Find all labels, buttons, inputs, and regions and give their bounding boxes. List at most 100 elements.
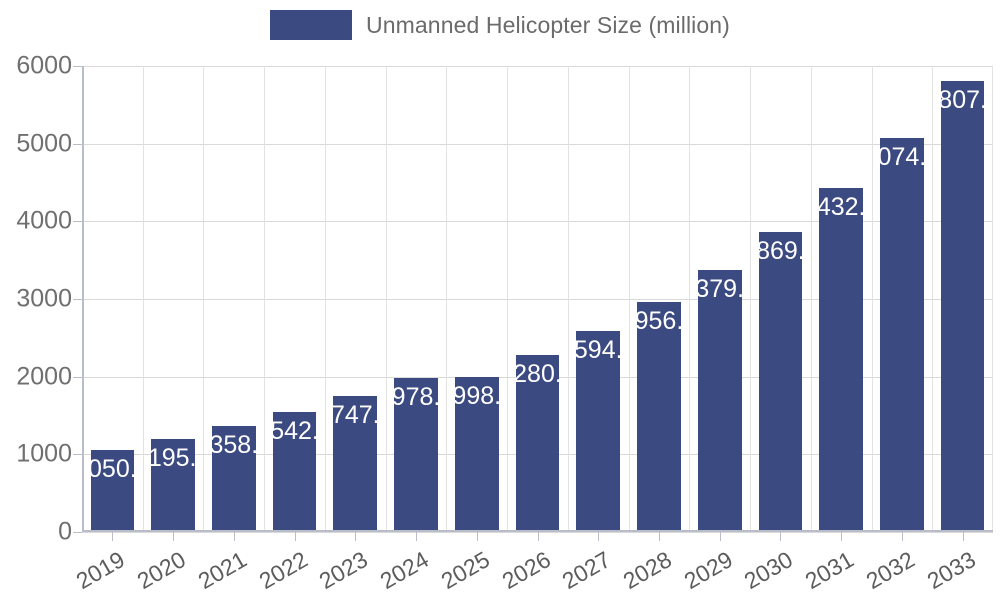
gridline-horizontal — [82, 143, 993, 145]
y-axis-tick-label: 3000 — [16, 284, 72, 313]
x-axis-tick-mark — [416, 532, 418, 541]
x-axis-tick-mark — [173, 532, 175, 541]
y-axis-tick-label: 6000 — [16, 51, 72, 80]
bar[interactable] — [272, 412, 317, 532]
gridline-vertical — [203, 66, 205, 532]
x-axis-tick-mark — [901, 532, 903, 541]
x-axis-tick-mark — [780, 532, 782, 541]
x-axis-tick-mark — [598, 532, 600, 541]
y-axis-tick-label: 2000 — [16, 362, 72, 391]
x-axis-tick-label: 2022 — [254, 546, 312, 595]
y-axis-tick-mark — [73, 454, 82, 456]
x-axis-tick-label: 2028 — [618, 546, 676, 595]
x-axis-tick-label: 2033 — [922, 546, 980, 595]
plot-area: 1050.5 1195.4 1358.6 1542.2 1747.3 1978.5 1998… — [73, 66, 993, 533]
x-axis-tick-mark — [841, 532, 843, 541]
x-axis-tick-label: 2019 — [72, 546, 130, 595]
x-axis: 2019 2020 2021 2022 2023 2024 2025 2026 2027 2028… — [72, 532, 993, 600]
bar[interactable] — [211, 426, 256, 532]
bar-column[interactable]: 1747.3 — [333, 66, 378, 532]
gridline-vertical — [871, 66, 873, 532]
gridline-vertical — [567, 66, 569, 532]
y-axis-line — [82, 66, 84, 532]
x-axis-tick-label: 2032 — [861, 546, 919, 595]
bar[interactable] — [151, 439, 195, 532]
x-axis-tick-mark — [355, 532, 357, 541]
y-axis-tick-label: 0 — [58, 517, 72, 546]
x-axis-tick-mark — [962, 532, 964, 541]
legend-series-label: Unmanned Helicopter Size (million) — [366, 11, 730, 38]
bar-column[interactable]: 4432.3 — [819, 66, 864, 532]
y-axis-tick-mark — [73, 66, 82, 67]
bar-column[interactable]: 3869.1 — [758, 66, 803, 532]
x-axis-tick-mark — [476, 532, 478, 541]
bar-column[interactable]: 2280.5 — [515, 66, 560, 532]
bar-column[interactable]: 1050.5 — [90, 66, 135, 532]
bar-column[interactable]: 1998.3 — [454, 66, 499, 532]
bar-column[interactable]: 5807.2 — [940, 66, 985, 532]
bar[interactable] — [758, 231, 803, 532]
bar[interactable] — [515, 354, 560, 532]
legend-color-swatch — [270, 10, 353, 40]
x-axis-tick-label: 2029 — [679, 546, 737, 595]
x-axis-tick-mark — [537, 532, 539, 541]
bar-column[interactable]: 1542.2 — [272, 66, 317, 532]
gridline-vertical — [750, 66, 752, 532]
y-axis-tick-mark — [73, 376, 82, 378]
y-axis-tick-mark — [73, 532, 82, 533]
x-axis-tick-mark — [658, 532, 660, 541]
gridline-horizontal — [82, 66, 993, 67]
bar-column[interactable]: 1195.4 — [151, 66, 195, 532]
gridline-vertical — [142, 66, 144, 532]
bar[interactable] — [697, 269, 742, 532]
x-axis-tick-label: 2031 — [800, 546, 859, 595]
gridline-vertical — [324, 66, 326, 532]
bar[interactable] — [394, 378, 438, 532]
x-axis-tick-label: 2023 — [314, 546, 373, 595]
gridline-vertical — [264, 66, 266, 532]
bar[interactable] — [940, 80, 985, 532]
x-axis-tick-label: 2030 — [740, 546, 798, 595]
y-axis-tick-label: 5000 — [16, 129, 72, 158]
y-axis-tick-mark — [73, 143, 82, 145]
x-axis-tick-label: 2025 — [436, 546, 494, 595]
y-axis-tick-mark — [73, 299, 82, 300]
bar[interactable] — [637, 302, 681, 532]
bar[interactable] — [576, 330, 621, 532]
bar[interactable] — [880, 137, 924, 532]
gridline-vertical — [992, 66, 993, 532]
bar-column[interactable]: 2956.6 — [637, 66, 681, 532]
gridline-vertical — [385, 66, 387, 532]
chart-legend: Unmanned Helicopter Size (million) — [0, 10, 1000, 40]
gridline-vertical — [689, 66, 691, 532]
bar-column[interactable]: 1978.5 — [394, 66, 438, 532]
y-axis-tick-mark — [73, 221, 82, 223]
gridline-vertical — [446, 66, 448, 532]
bar-column[interactable]: 2594.4 — [576, 66, 621, 532]
x-axis-tick-mark — [112, 532, 114, 541]
x-axis-tick-label: 2026 — [497, 546, 555, 595]
gridline-vertical — [507, 66, 509, 532]
bar-column[interactable]: 3379.2 — [697, 66, 742, 532]
y-axis-tick-label: 1000 — [16, 439, 72, 468]
bar-column[interactable]: 5074.5 — [880, 66, 924, 532]
bar[interactable] — [454, 376, 499, 532]
x-axis-tick-label: 2024 — [375, 546, 434, 595]
bar[interactable] — [90, 450, 135, 532]
gridline-vertical — [628, 66, 630, 532]
x-axis-tick-mark — [233, 532, 235, 541]
bar[interactable] — [819, 187, 864, 532]
gridline-vertical — [810, 66, 812, 532]
bar-column[interactable]: 1358.6 — [211, 66, 256, 532]
gridline-horizontal — [82, 221, 993, 223]
x-axis-tick-mark — [294, 532, 296, 541]
x-axis-tick-label: 2027 — [557, 546, 616, 595]
bar[interactable] — [333, 396, 378, 532]
gridline-vertical — [932, 66, 934, 532]
x-axis-tick-label: 2020 — [132, 546, 191, 595]
x-axis-line — [82, 530, 993, 532]
y-axis-tick-label: 4000 — [16, 206, 72, 235]
x-axis-tick-label: 2021 — [193, 546, 251, 595]
gridline-horizontal — [82, 299, 993, 300]
